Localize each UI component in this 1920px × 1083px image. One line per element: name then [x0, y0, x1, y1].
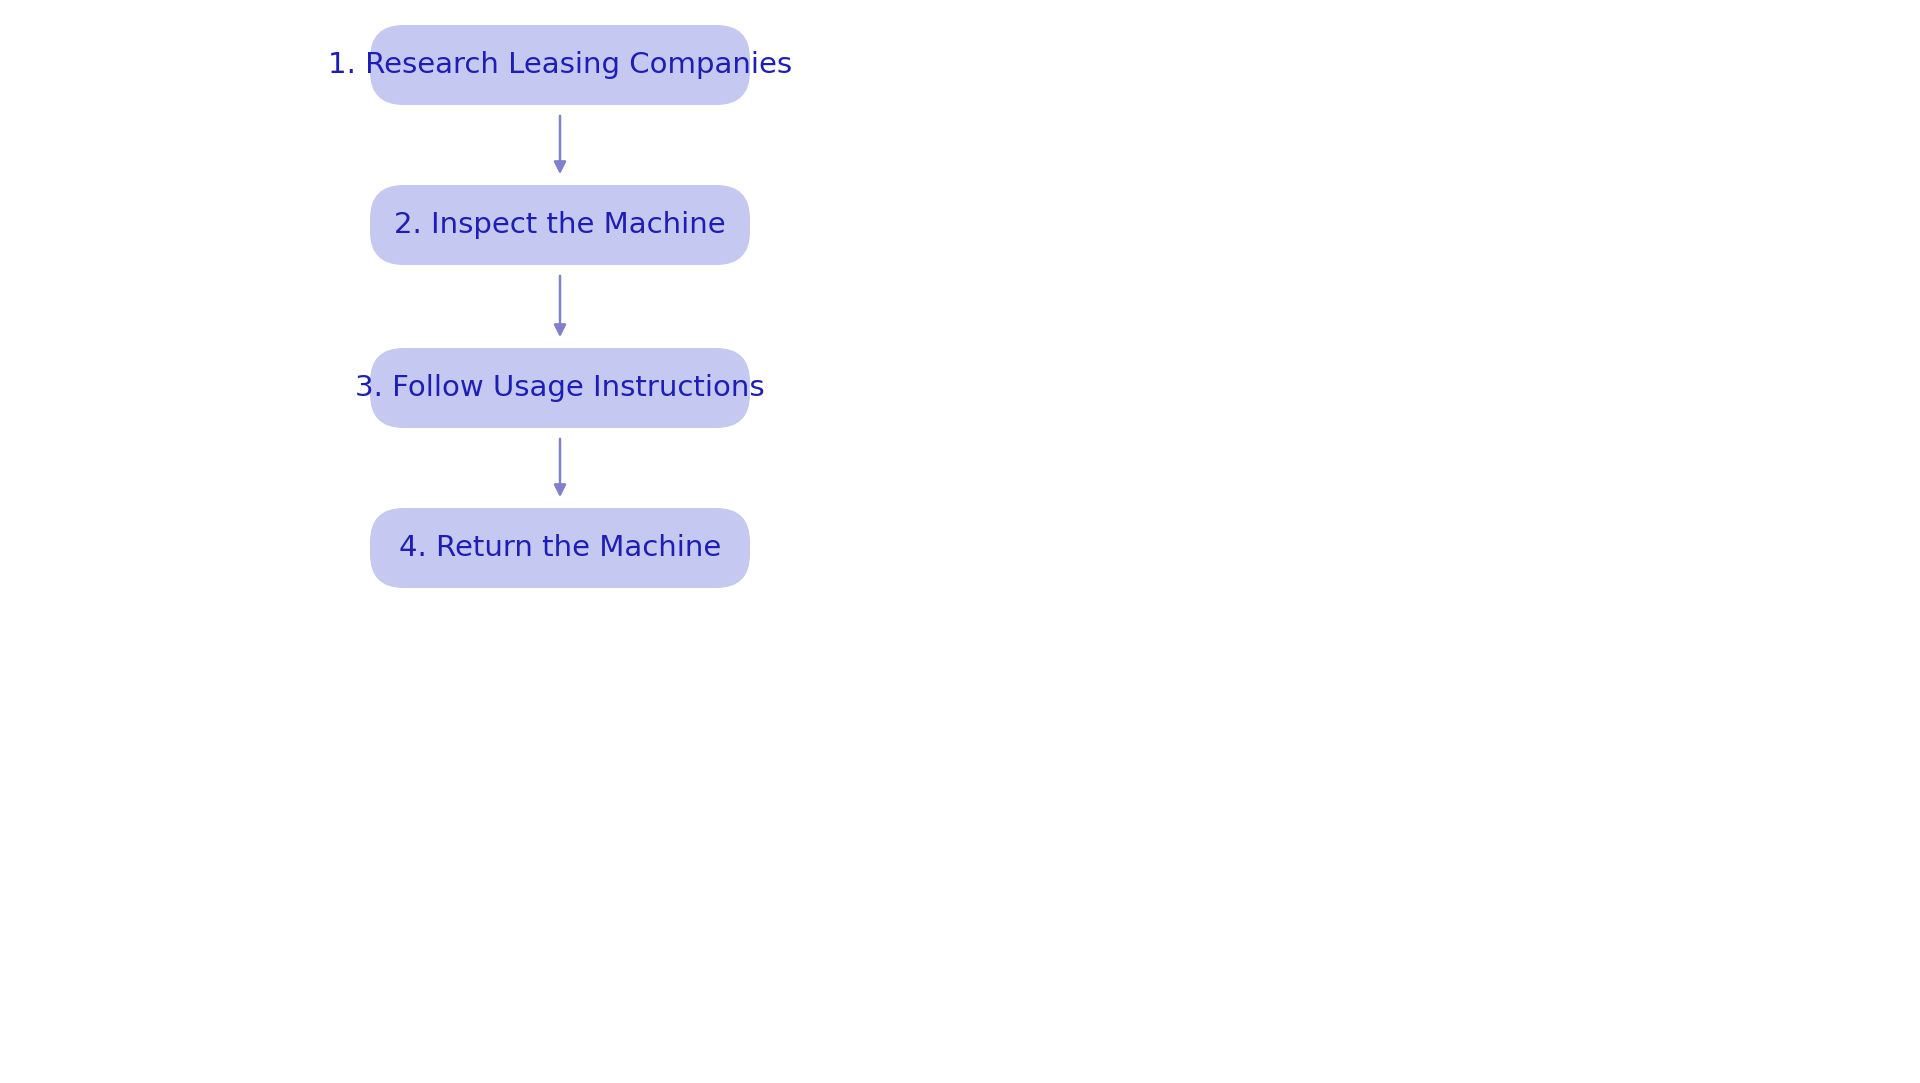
FancyBboxPatch shape	[371, 25, 751, 105]
FancyBboxPatch shape	[371, 348, 751, 428]
FancyBboxPatch shape	[371, 508, 751, 588]
Text: 2. Inspect the Machine: 2. Inspect the Machine	[394, 211, 726, 239]
Text: 1. Research Leasing Companies: 1. Research Leasing Companies	[328, 51, 793, 79]
FancyBboxPatch shape	[371, 185, 751, 265]
Text: 3. Follow Usage Instructions: 3. Follow Usage Instructions	[355, 374, 764, 402]
Text: 4. Return the Machine: 4. Return the Machine	[399, 534, 722, 562]
